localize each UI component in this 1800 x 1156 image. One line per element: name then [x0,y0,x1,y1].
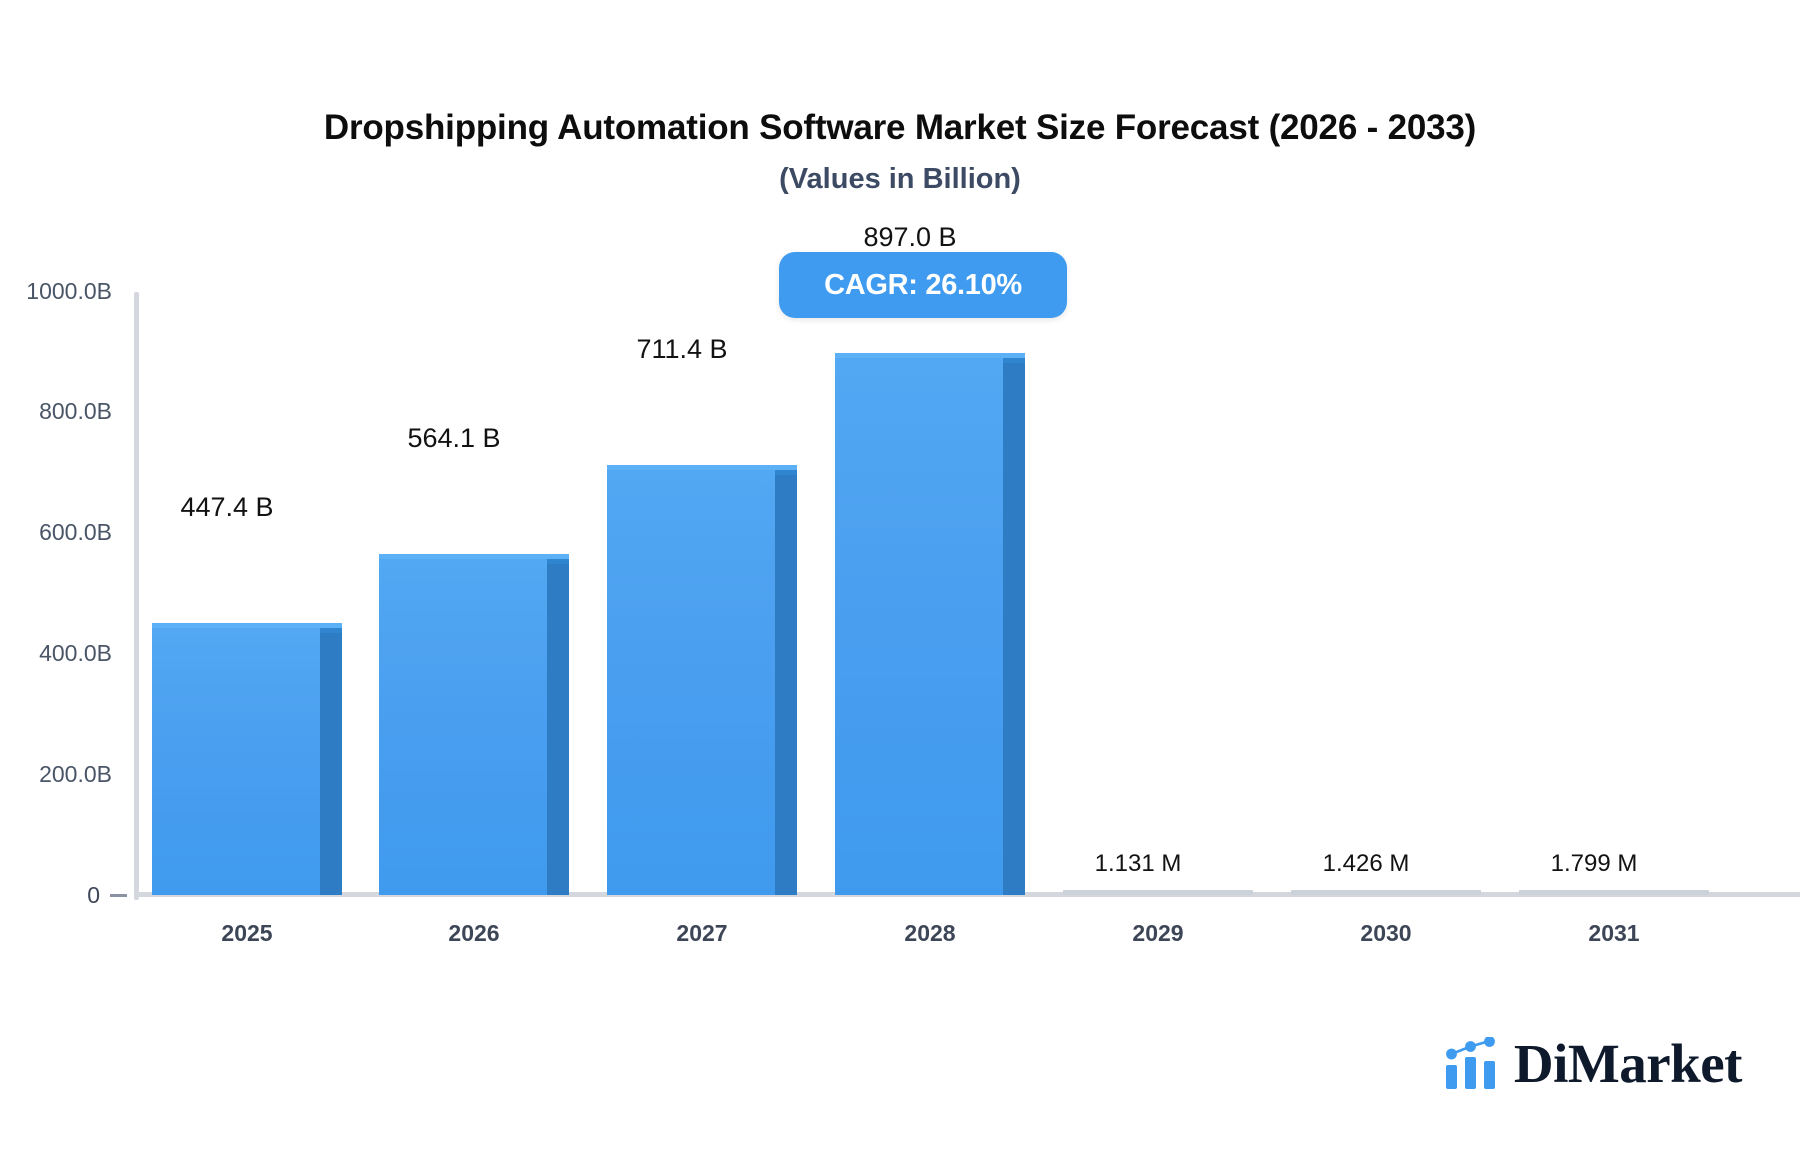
x-axis-tick-label-2031: 2031 [1588,920,1640,946]
chart-subtitle: (Values in Billion) [779,163,1021,195]
bar-side-cap [547,559,569,564]
cagr-badge: CAGR: 26.10% [779,252,1067,318]
bar-side-cap [1003,358,1025,363]
bar-2027 [607,465,797,895]
bar-value-label-2027: 711.4 B [636,334,728,364]
bar-value-label-2025: 447.4 B [180,492,274,522]
bar-side-shadow [1003,363,1025,895]
bar-top-highlight [152,623,342,628]
x-axis-tick-label-2026: 2026 [448,920,500,946]
y-axis-line [134,292,139,900]
plot-area: 1000.0B 800.0B 600.0B 400.0B 200.0B 0 44… [0,222,1800,946]
x-axis-tick-label-2030: 2030 [1360,920,1412,946]
bar-face [607,470,797,895]
y-axis-tick-label: 200.0B [39,761,112,787]
bar-side-cap [320,628,342,633]
x-axis-tick-label-2029: 2029 [1132,920,1184,946]
bar-value-label-2030: 1.426 M [1322,850,1410,877]
bar-side-cap [775,470,797,475]
bar-value-label-2029: 1.131 M [1094,850,1182,877]
bar-side-shadow [547,564,569,895]
bar-face [379,559,569,895]
bar-side-shadow [320,633,342,895]
bar-top-highlight [835,353,1025,358]
x-axis-tick-label-2025: 2025 [221,920,273,946]
y-axis-tick-label: 1000.0B [26,278,112,304]
bar-side-shadow [775,475,797,895]
bar-top-highlight [379,554,569,559]
bar-face [152,628,342,895]
y-axis-zero-tick-mark [110,894,127,897]
bar-value-label-2031: 1.799 M [1550,850,1638,877]
y-axis-tick-label: 800.0B [39,398,112,424]
bar-2026 [379,554,569,895]
bar-2028 [835,353,1025,895]
bar-2030 [1291,890,1481,895]
bar-top-highlight [607,465,797,470]
bar-2029 [1063,890,1253,895]
bar-value-label-2028: 897.0 B [863,222,957,252]
y-axis-tick-label: 0 [87,882,100,908]
bar-2031 [1519,890,1709,895]
bar-value-label-2026: 564.1 B [407,423,501,453]
bar-face [835,358,1025,895]
bar-2025 [152,623,342,895]
y-axis-tick-label: 400.0B [39,640,112,666]
brand-logo-text: DiMarket [1513,1033,1743,1094]
cagr-badge-label: CAGR: 26.10% [824,268,1022,301]
bar-chart-icon [1445,1036,1495,1089]
chart-title: Dropshipping Automation Software Market … [323,108,1477,147]
x-axis-tick-label-2028: 2028 [904,920,956,946]
y-axis-tick-label: 600.0B [39,519,112,545]
brand-logo: DiMarket [1444,1033,1743,1094]
x-axis-tick-label-2027: 2027 [676,920,728,946]
